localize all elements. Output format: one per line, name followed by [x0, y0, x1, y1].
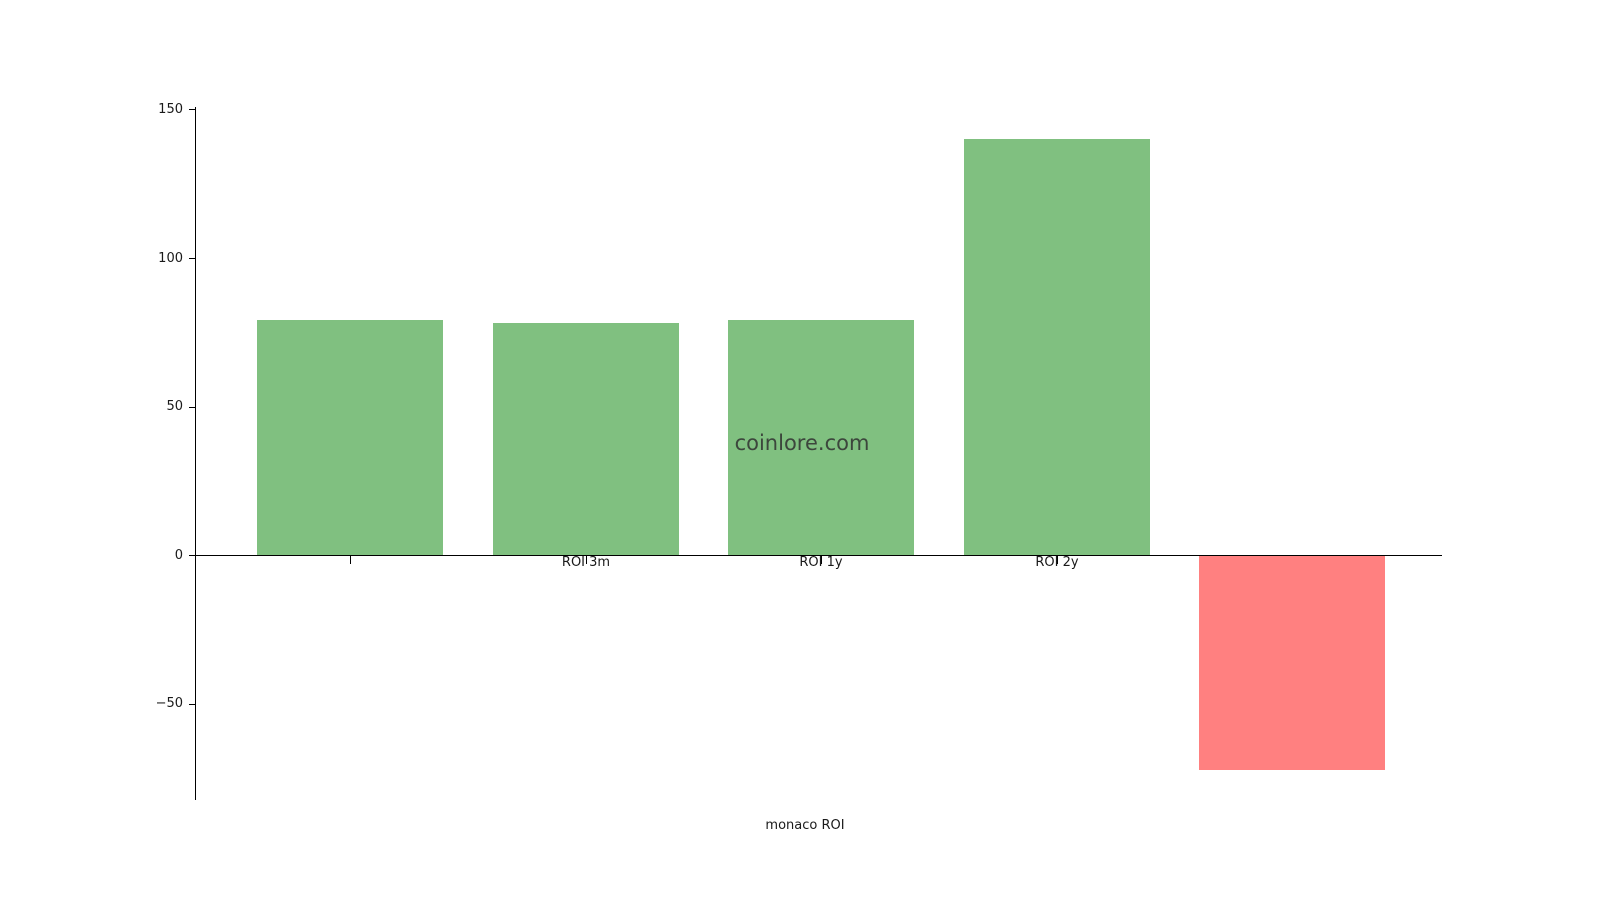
y-tick-label-50: 50: [166, 399, 183, 414]
y-tick-label-100: 100: [158, 251, 183, 266]
bar-roi-3m: [493, 323, 679, 555]
y-tick-mark-50: [189, 407, 196, 408]
x-tick-label-roi-2y: ROI 2y: [1035, 555, 1079, 570]
watermark: coinlore.com: [734, 431, 870, 455]
y-tick-label-150: 150: [158, 102, 183, 117]
y-tick-mark-0: [189, 555, 196, 556]
bar-bar-5: [1199, 556, 1385, 770]
x-axis-spine: [196, 555, 1442, 556]
y-tick-mark-150: [189, 109, 196, 110]
x-tick-mark-2: [586, 556, 587, 564]
x-tick-label-roi-1y: ROI 1y: [799, 555, 843, 570]
x-tick-mark-3: [821, 556, 822, 564]
y-tick-label-0: 0: [174, 548, 183, 563]
x-axis-title: monaco ROI: [765, 818, 845, 833]
y-axis-spine: [195, 107, 196, 800]
bar-bar-1: [257, 320, 443, 555]
y-tick-label--50: −50: [155, 696, 183, 711]
bar-roi-2y: [964, 139, 1150, 555]
y-tick-mark--50: [189, 704, 196, 705]
x-tick-label-roi-3m: ROI 3m: [561, 555, 611, 570]
x-tick-mark-1: [350, 556, 351, 564]
y-tick-mark-100: [189, 258, 196, 259]
x-tick-mark-4: [1057, 556, 1058, 564]
bar-roi-1y: [728, 320, 914, 555]
